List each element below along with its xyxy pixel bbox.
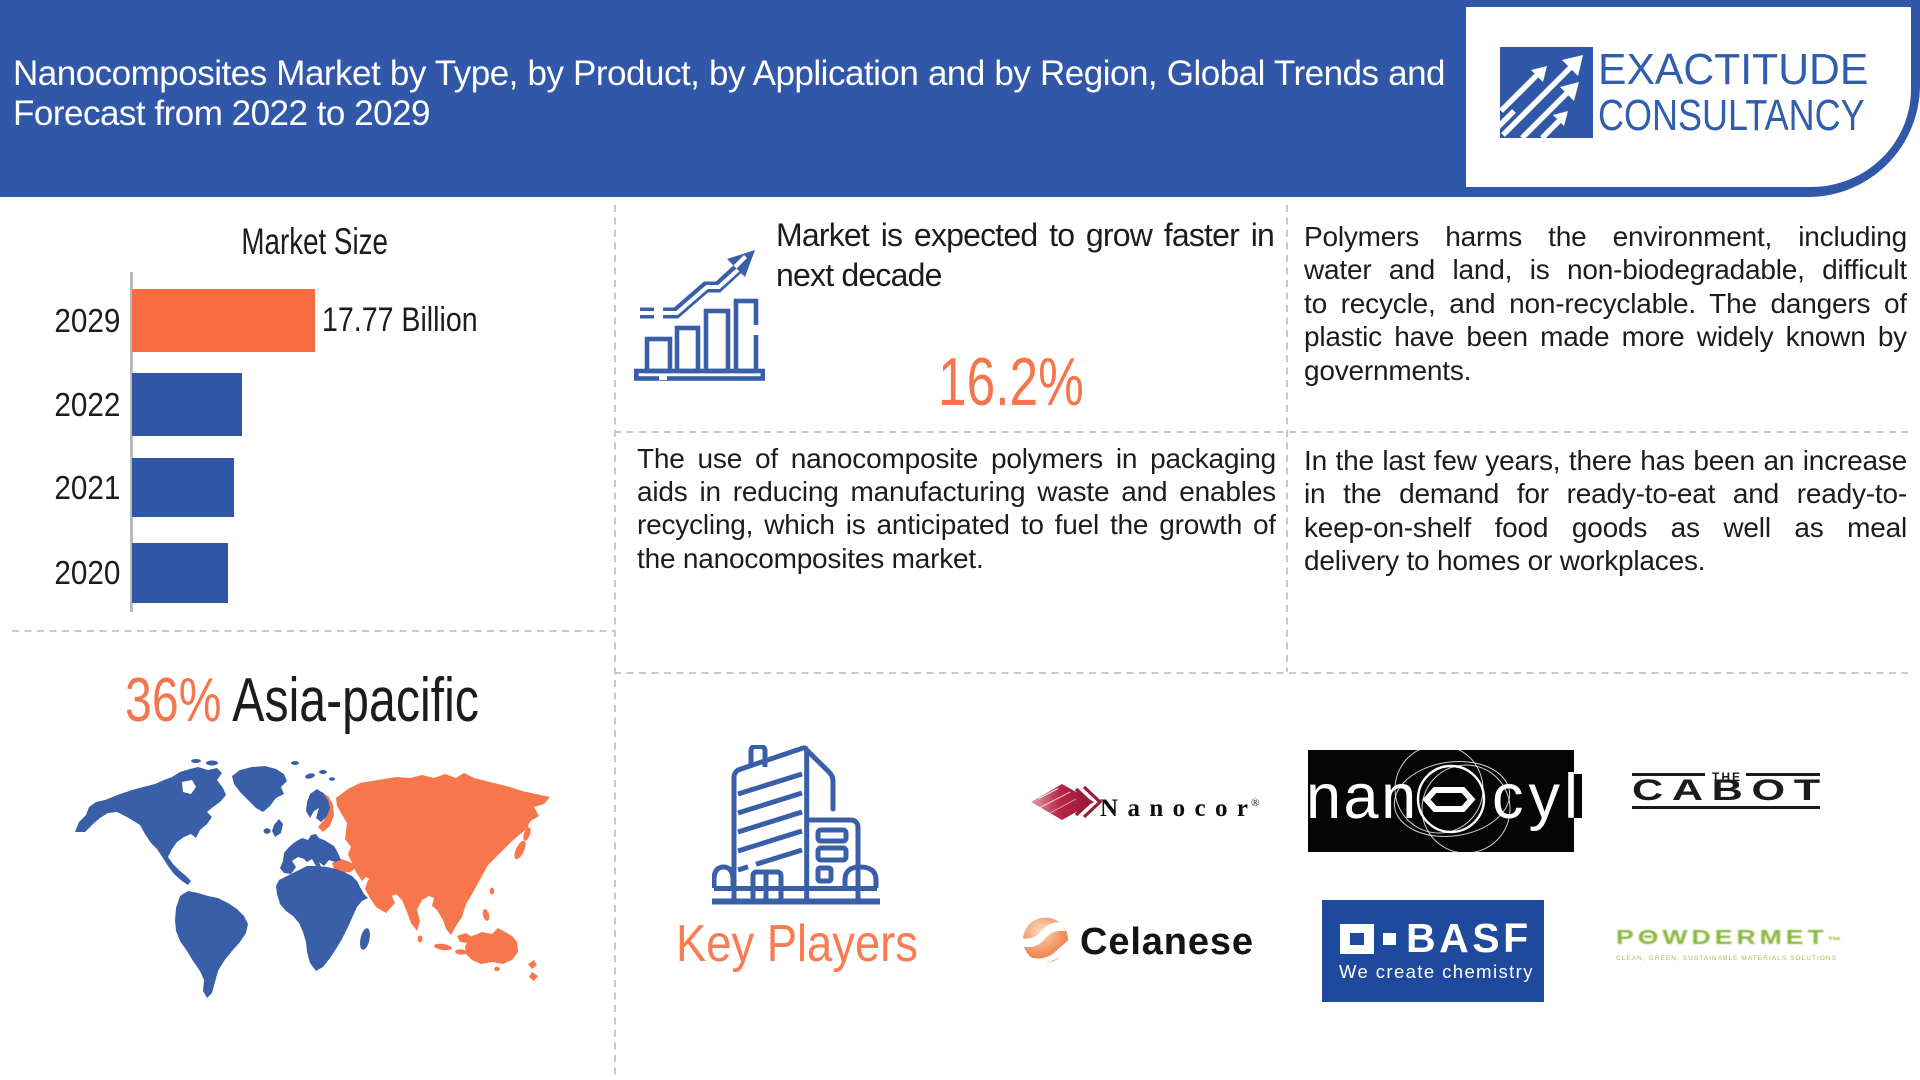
svg-text:nan: nan [1308,762,1419,832]
svg-text:cy: cy [1492,762,1565,832]
svg-text:®: ® [1251,797,1259,809]
svg-text:l: l [1564,762,1578,832]
svg-text:Nanocor: Nanocor [1100,795,1248,822]
svg-text:Celanese: Celanese [1080,921,1253,963]
